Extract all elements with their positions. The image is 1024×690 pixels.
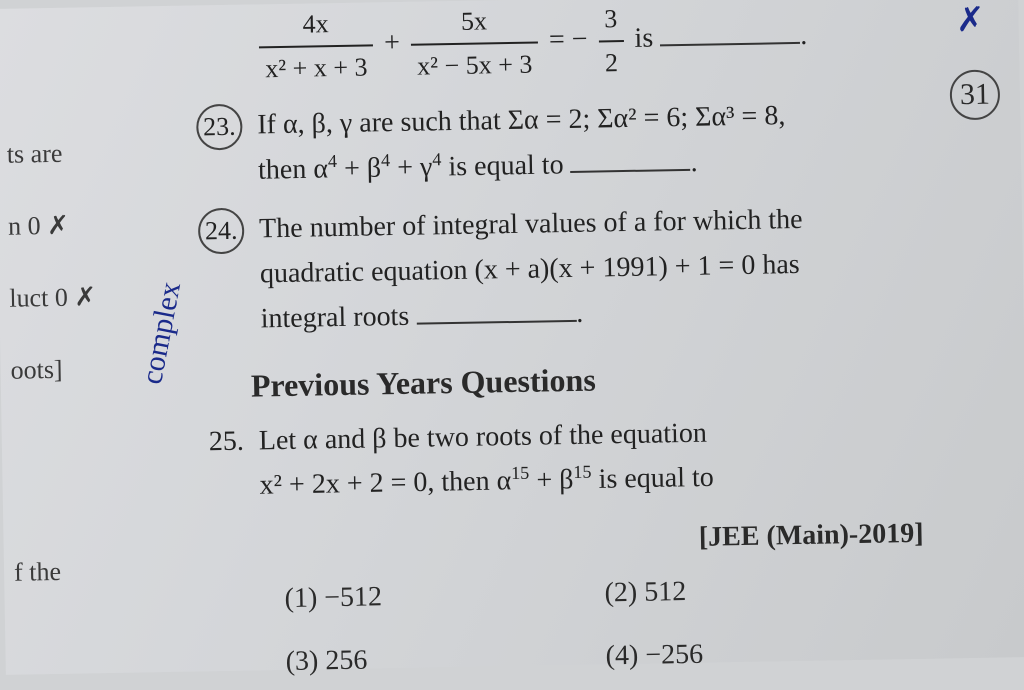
q24-line3: integral roots (260, 300, 416, 334)
margin-frag-2: n 0 ✗ (8, 199, 96, 253)
q23-line1: If α, β, γ are such that Σα = 2; Σα² = 6… (257, 100, 786, 140)
left-margin-fragments: ts are n 0 ✗ luct 0 ✗ oots] f the (6, 127, 101, 618)
frac1-num: 4x (258, 2, 373, 48)
frac1-den: x² + x + 3 (259, 46, 374, 90)
frac-1: 4x x² + x + 3 (258, 2, 374, 89)
q24-line2: quadratic equation (x + a)(x + 1991) + 1… (260, 249, 800, 289)
q23-l2d: is equal to (448, 149, 571, 182)
frac-3: 3 2 (598, 0, 624, 84)
option-4: (4) −256 (605, 629, 926, 679)
options-grid: (1) −512 (2) 512 (3) 256 (4) −256 (284, 566, 926, 685)
page: ✗ 31 ts are n 0 ✗ luct 0 ✗ oots] f the 4… (0, 0, 1024, 675)
q25-l2a: x² + 2x + 2 = 0, then α (259, 466, 511, 501)
blank-1 (660, 25, 800, 46)
q23-l2a: then α (258, 154, 328, 186)
question-23: 23. If α, β, γ are such that Σα = 2; Σα²… (196, 91, 977, 195)
frac-2: 5x x² − 5x + 3 (410, 0, 539, 87)
option-1: (1) −512 (284, 572, 605, 622)
q25-body: Let α and β be two roots of the equation… (258, 407, 959, 509)
frac3-num: 3 (598, 0, 624, 42)
frac2-den: x² − 5x + 3 (411, 43, 539, 87)
margin-frag-3: luct 0 ✗ (9, 271, 97, 325)
frac3-den: 2 (599, 42, 625, 84)
margin-frag-4: oots] (10, 343, 98, 397)
q25-line1: Let α and β be two roots of the equation (259, 417, 708, 456)
q24-body: The number of integral values of a for w… (259, 195, 961, 342)
q23-sup3: 4 (432, 149, 441, 169)
q23-number: 23. (196, 104, 243, 151)
q24-line1: The number of integral values of a for w… (259, 204, 803, 244)
q25-sup1: 15 (511, 463, 530, 483)
content-column: 4x x² + x + 3 + 5x x² − 5x + 3 = − 3 2 i… (154, 0, 986, 687)
top-equation: 4x x² + x + 3 + 5x x² − 5x + 3 = − 3 2 i… (254, 0, 975, 90)
question-24: 24. The number of integral values of a f… (198, 195, 980, 343)
plus-sign: + (384, 27, 400, 58)
margin-frag-5: f the (14, 545, 102, 599)
q23-l2c: + γ (397, 152, 433, 184)
q23-sup2: 4 (381, 150, 390, 170)
option-3: (3) 256 (285, 635, 606, 685)
q23-body: If α, β, γ are such that Σα = 2; Σα² = 6… (257, 91, 958, 193)
q23-sup1: 4 (328, 151, 337, 171)
q25-l2c: is equal to (598, 462, 714, 495)
margin-frag-1: ts are (6, 127, 94, 181)
blank-2 (570, 152, 690, 173)
question-25: 25. Let α and β be two roots of the equa… (201, 407, 982, 511)
q24-number: 24. (198, 208, 245, 255)
q23-l2b: + β (344, 153, 382, 185)
equals-neg: = − (549, 24, 588, 56)
section-heading: Previous Years Questions (250, 347, 981, 411)
q25-sup2: 15 (573, 462, 592, 482)
q25-number: 25. (201, 419, 244, 465)
frac2-num: 5x (410, 0, 538, 45)
option-2: (2) 512 (604, 566, 925, 616)
q25-l2b: + β (536, 465, 574, 497)
eq-tail: is (634, 22, 660, 53)
blank-3 (416, 303, 576, 325)
jee-tag: [JEE (Main)-2019] (163, 511, 924, 569)
